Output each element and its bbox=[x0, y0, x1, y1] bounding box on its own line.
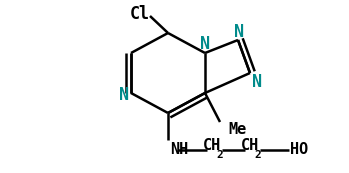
Text: NH: NH bbox=[170, 143, 188, 157]
Text: N: N bbox=[234, 23, 244, 41]
Text: Cl: Cl bbox=[130, 5, 150, 23]
Text: N: N bbox=[119, 86, 129, 104]
Text: N: N bbox=[200, 35, 210, 53]
Text: CH: CH bbox=[241, 139, 259, 153]
Text: CH: CH bbox=[203, 139, 221, 153]
Text: HO: HO bbox=[290, 143, 308, 157]
Text: N: N bbox=[252, 73, 262, 91]
Text: Me: Me bbox=[228, 122, 246, 138]
Text: 2: 2 bbox=[217, 150, 223, 160]
Text: 2: 2 bbox=[255, 150, 261, 160]
